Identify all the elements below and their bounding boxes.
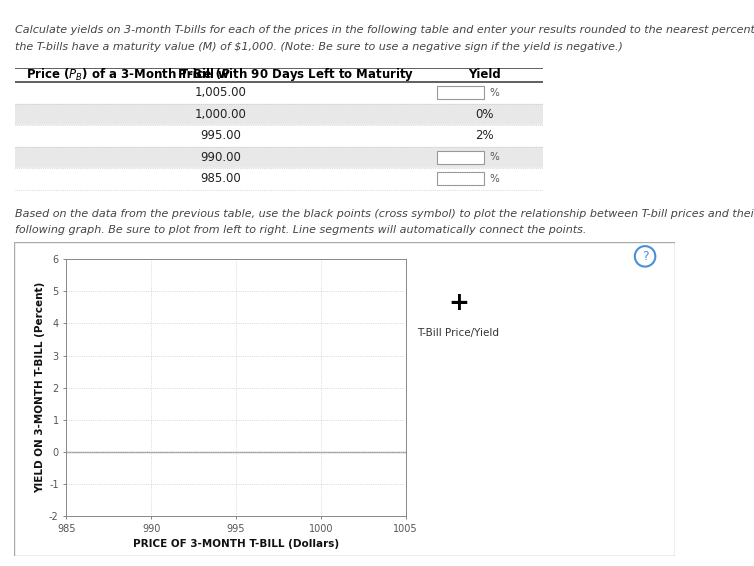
Y-axis label: YIELD ON 3-MONTH T-BILL (Percent): YIELD ON 3-MONTH T-BILL (Percent)	[35, 282, 44, 494]
Text: following graph. Be sure to plot from left to right. Line segments will automati: following graph. Be sure to plot from le…	[15, 225, 587, 235]
Bar	[15, 82, 543, 104]
Text: Yield: Yield	[468, 68, 501, 82]
Text: Based on the data from the previous table, use the black points (cross symbol) t: Based on the data from the previous tabl…	[15, 209, 754, 220]
Text: T-Bill Price/Yield: T-Bill Price/Yield	[418, 328, 499, 338]
FancyBboxPatch shape	[437, 173, 484, 185]
Text: 1,000.00: 1,000.00	[195, 108, 247, 121]
X-axis label: PRICE OF 3-MONTH T-BILL (Dollars): PRICE OF 3-MONTH T-BILL (Dollars)	[133, 539, 339, 550]
Text: 990.00: 990.00	[200, 151, 241, 164]
Bar	[15, 104, 543, 125]
Text: 1,005.00: 1,005.00	[195, 87, 247, 99]
FancyBboxPatch shape	[437, 151, 484, 164]
FancyBboxPatch shape	[437, 87, 484, 99]
Text: Price ($P_B$) of a 3-Month T-Bill with 90 Days Left to Maturity: Price ($P_B$) of a 3-Month T-Bill with 9…	[26, 66, 415, 84]
Text: Price (: Price (	[177, 68, 220, 82]
Text: +: +	[448, 291, 469, 315]
Text: 2%: 2%	[475, 130, 494, 142]
Bar	[15, 168, 543, 190]
Text: %: %	[489, 152, 499, 162]
Bar	[15, 147, 543, 168]
Text: ?: ?	[642, 250, 648, 263]
Text: %: %	[489, 174, 499, 184]
Text: %: %	[489, 88, 499, 98]
Text: P: P	[220, 68, 229, 82]
Text: 995.00: 995.00	[200, 130, 241, 142]
Text: the T-bills have a maturity value (M) of $1,000. (Note: Be sure to use a negativ: the T-bills have a maturity value (M) of…	[15, 42, 623, 53]
Text: Calculate yields on 3-month T-bills for each of the prices in the following tabl: Calculate yields on 3-month T-bills for …	[15, 25, 754, 36]
Bar	[15, 125, 543, 147]
Text: 985.00: 985.00	[200, 173, 241, 185]
Text: 0%: 0%	[475, 108, 494, 121]
